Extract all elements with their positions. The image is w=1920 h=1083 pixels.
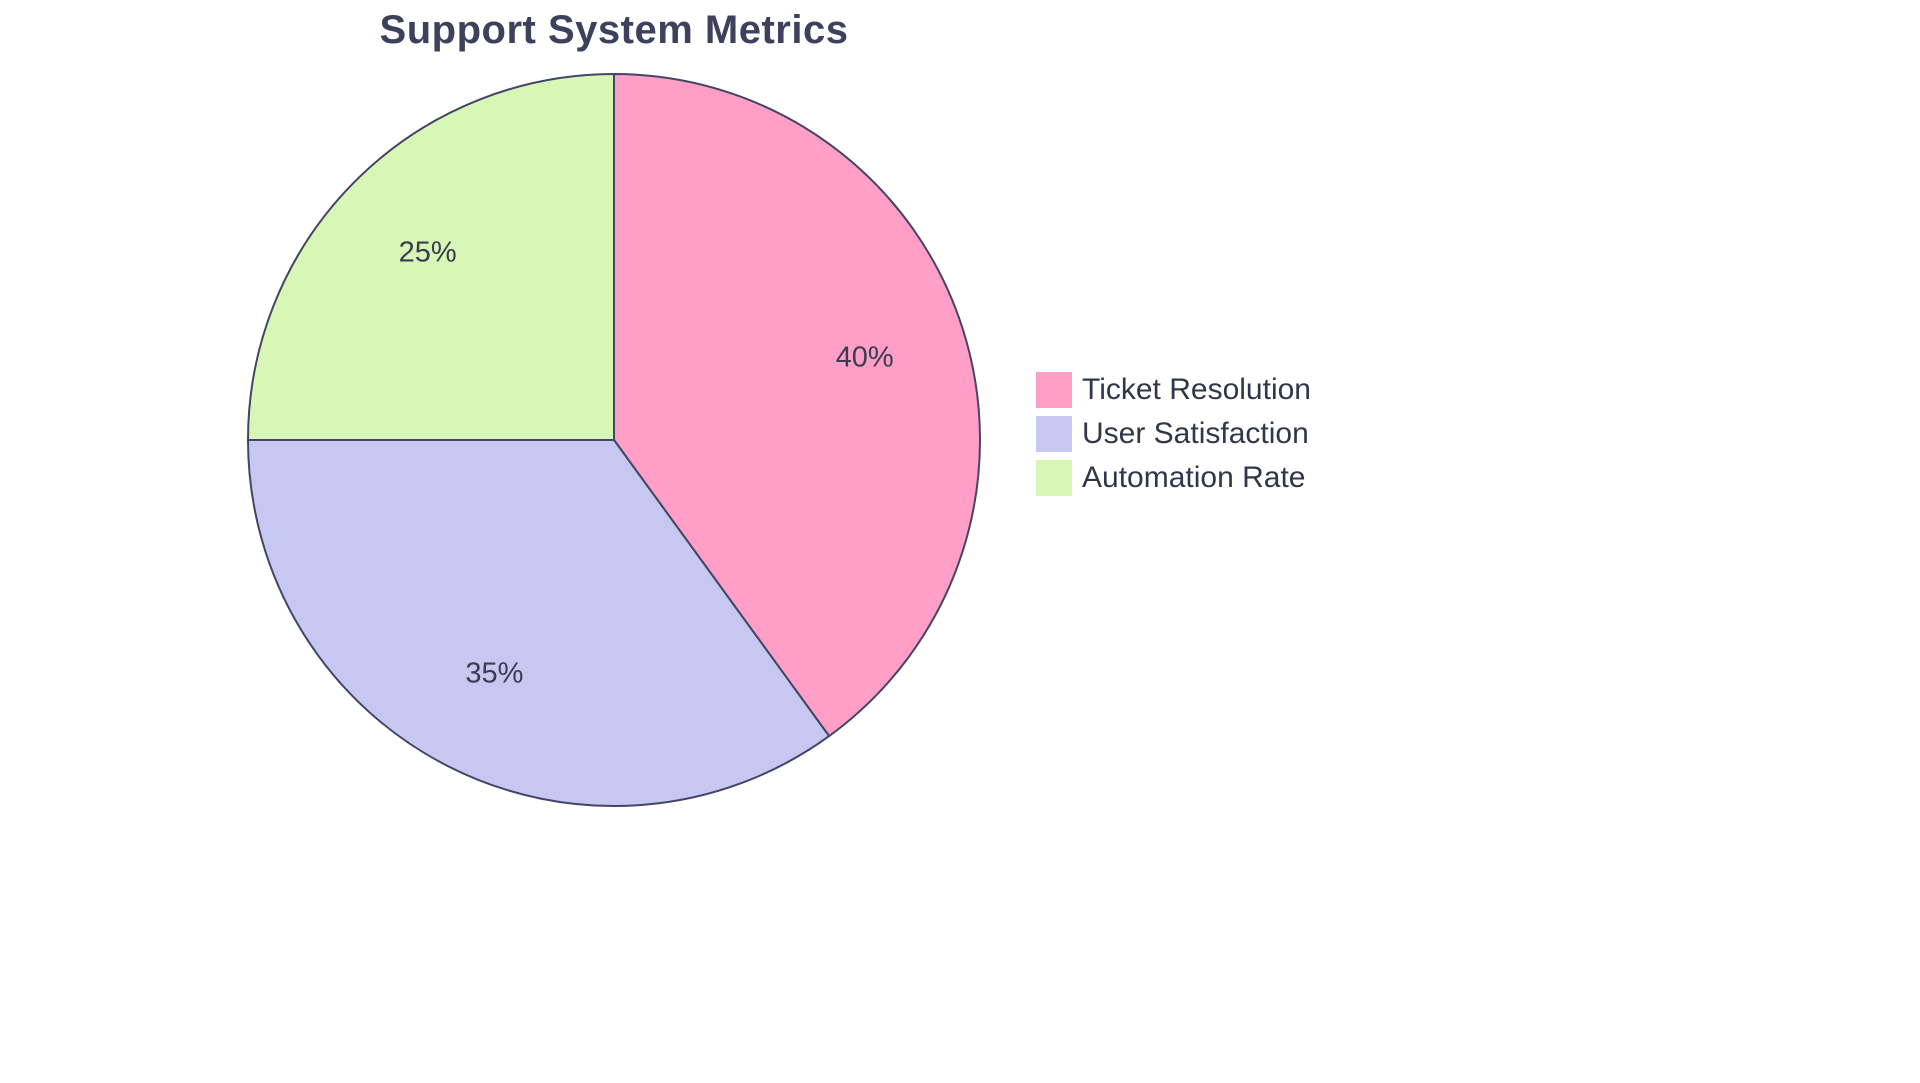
legend: Ticket Resolution User Satisfaction Automa… xyxy=(1036,372,1311,496)
legend-swatch xyxy=(1036,460,1072,496)
chart-title: Support System Metrics xyxy=(379,8,849,52)
pie-slice-automation-rate xyxy=(247,73,615,441)
legend-label: Ticket Resolution xyxy=(1082,373,1311,406)
legend-label: User Satisfaction xyxy=(1082,417,1309,450)
pie-slice-ticket-resolution xyxy=(613,73,981,738)
legend-swatch xyxy=(1036,416,1072,452)
legend-label: Automation Rate xyxy=(1082,461,1306,494)
legend-item-ticket-resolution[interactable]: Ticket Resolution xyxy=(1036,372,1311,408)
slice-label: 25% xyxy=(399,236,457,268)
legend-item-user-satisfaction[interactable]: User Satisfaction xyxy=(1036,416,1311,452)
slice-label: 40% xyxy=(836,341,894,373)
legend-swatch xyxy=(1036,372,1072,408)
legend-item-automation-rate[interactable]: Automation Rate xyxy=(1036,460,1311,496)
pie-slice-user-satisfaction xyxy=(247,439,831,807)
slice-label: 35% xyxy=(465,657,523,689)
